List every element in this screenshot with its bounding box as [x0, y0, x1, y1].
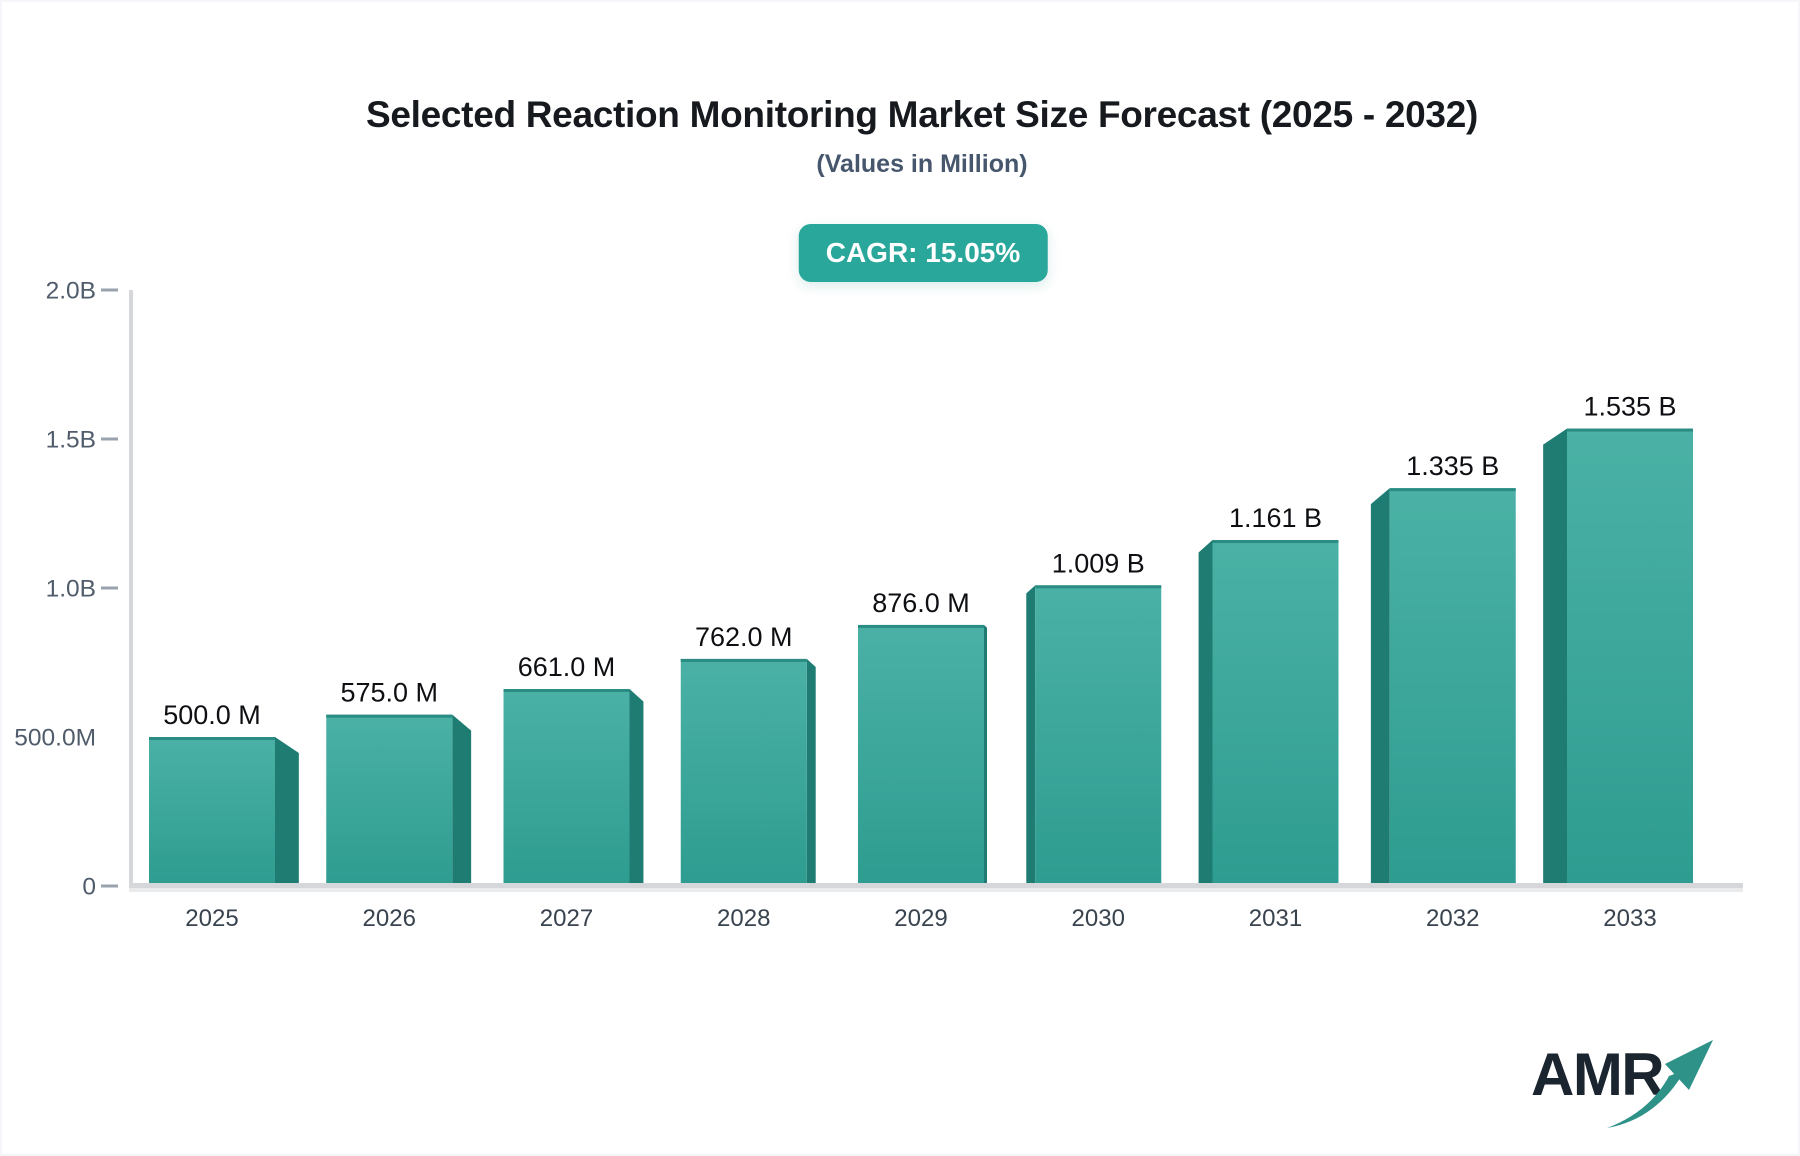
x-axis-label-2027: 2027	[540, 905, 593, 932]
bar-side-face	[1370, 488, 1390, 890]
x-axis-label-2032: 2032	[1426, 905, 1479, 932]
bar-value-label: 575.0 M	[340, 678, 438, 708]
y-tick-dash	[101, 437, 118, 441]
y-tick-dash	[101, 884, 118, 888]
bar-2028: 762.0 M 2028	[680, 622, 816, 932]
bar-side-face	[1543, 428, 1567, 891]
bar-front-face	[1389, 488, 1516, 886]
bar-2032: 1.335 B 2032	[1370, 451, 1516, 932]
bar-side-face	[806, 658, 816, 888]
bar-top-edge	[1212, 540, 1339, 544]
bar-side-face	[452, 714, 472, 890]
x-axis-label-2026: 2026	[363, 905, 416, 932]
bar-side-face	[629, 689, 644, 889]
y-tick-label: 500.0M	[14, 725, 96, 752]
bar-value-label: 762.0 M	[695, 622, 793, 652]
x-axis-label-2025: 2025	[185, 905, 238, 932]
bar-front-face	[680, 658, 807, 886]
bar-top-edge	[1567, 428, 1693, 432]
amr-logo: AMR	[1531, 1026, 1731, 1131]
bar-value-label: 876.0 M	[872, 588, 970, 618]
y-tick-label: 0	[82, 874, 96, 901]
x-axis-label-2028: 2028	[717, 905, 770, 932]
x-axis-label-2031: 2031	[1249, 905, 1302, 932]
bar-front-face	[1567, 428, 1693, 886]
bar-2030: 1.009 B 2030	[1026, 548, 1162, 932]
bar-front-face	[1212, 540, 1339, 886]
bar-top-edge	[503, 689, 630, 693]
bar-front-face	[503, 689, 630, 886]
x-axis-label-2033: 2033	[1603, 905, 1656, 932]
bar-front-face	[326, 714, 453, 886]
bar-2026: 575.0 M 2026	[326, 678, 472, 932]
bar-value-label: 1.009 B	[1052, 548, 1145, 578]
logo-arrow-icon	[1607, 1040, 1713, 1128]
bar-top-edge	[680, 658, 807, 662]
bar-front-face	[858, 624, 984, 886]
bar-value-label: 500.0 M	[163, 700, 261, 730]
bar-value-label: 661.0 M	[518, 652, 616, 682]
x-axis-label-2030: 2030	[1072, 905, 1125, 932]
bar-value-label: 1.161 B	[1229, 503, 1322, 533]
x-axis-line	[129, 883, 1743, 888]
x-axis-label-2029: 2029	[894, 905, 947, 932]
bar-front-face	[1035, 585, 1162, 886]
bar-top-edge	[1035, 585, 1162, 589]
y-tick-label: 1.0B	[46, 576, 96, 603]
bar-top-edge	[858, 624, 984, 628]
bar-side-face	[1198, 540, 1213, 889]
bar-side-face	[984, 624, 987, 887]
logo-arrow-tail	[1607, 1070, 1685, 1128]
logo-arrow-head	[1665, 1040, 1713, 1090]
bar-2029: 876.0 M 2029	[858, 588, 987, 932]
cagr-badge: CAGR: 15.05%	[798, 224, 1048, 282]
bar-top-edge	[1389, 488, 1516, 492]
amr-logo-text: AMR	[1531, 1041, 1665, 1108]
y-tick-label: 1.5B	[46, 427, 96, 454]
chart-title: Selected Reaction Monitoring Market Size…	[365, 94, 1479, 135]
bar-side-face	[275, 737, 299, 891]
y-tick-label: 2.0B	[46, 278, 96, 305]
bar-top-edge	[149, 737, 275, 740]
cagr-badge-label: CAGR: 15.05%	[825, 237, 1021, 268]
y-tick-dash	[101, 288, 118, 292]
bar-2027: 661.0 M 2027	[503, 652, 644, 932]
bar-top-edge	[326, 714, 453, 718]
bar-2033: 1.535 B 2033	[1543, 392, 1693, 932]
chart-subtitle: (Values in Million)	[816, 150, 1028, 178]
bar-value-label: 1.535 B	[1583, 392, 1676, 422]
y-axis-line	[129, 290, 133, 888]
x-axis-shadow	[129, 888, 1743, 892]
bar-front-face	[149, 737, 275, 886]
bar-2025: 500.0 M 2025	[149, 700, 299, 932]
bar-2031: 1.161 B 2031	[1198, 503, 1339, 932]
bar-side-face	[1026, 585, 1036, 888]
y-tick-dash	[101, 586, 118, 590]
bar-value-label: 1.335 B	[1406, 451, 1499, 481]
